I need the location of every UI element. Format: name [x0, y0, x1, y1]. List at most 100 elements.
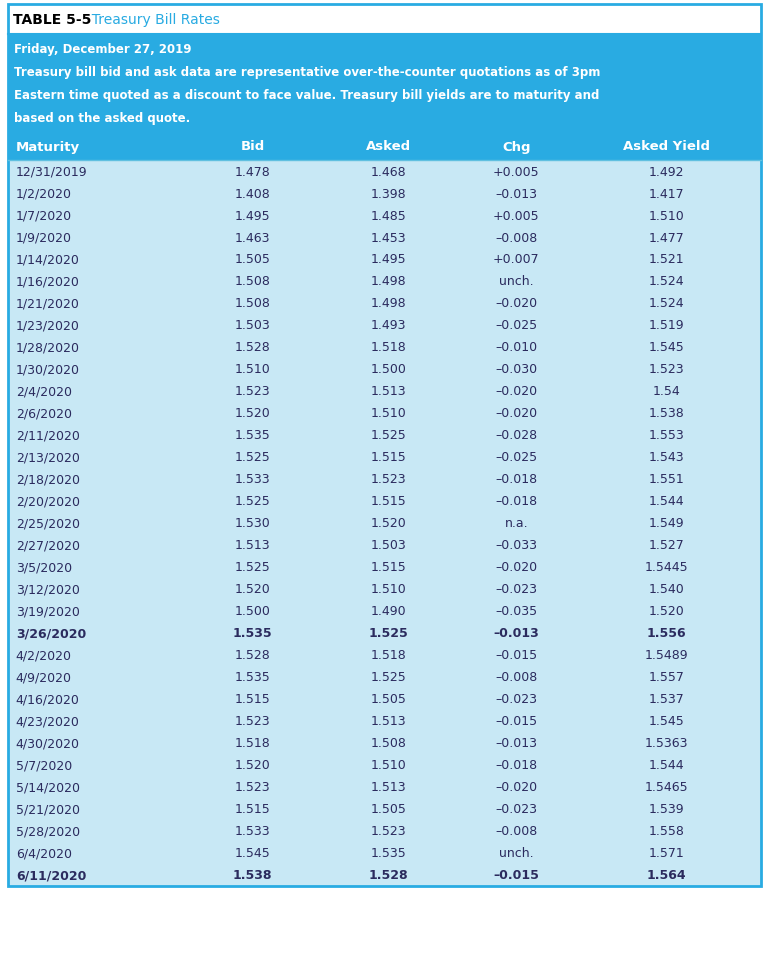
Text: –0.008: –0.008 [495, 825, 538, 837]
Bar [8, 402, 761, 424]
Text: 1.520: 1.520 [371, 517, 406, 530]
Text: 1.525: 1.525 [235, 561, 271, 574]
Text: 1.500: 1.500 [235, 605, 271, 618]
Text: 1.544: 1.544 [649, 759, 684, 771]
Text: 1.524: 1.524 [649, 297, 684, 310]
Text: 4/9/2020: 4/9/2020 [16, 671, 72, 684]
Text: –0.020: –0.020 [495, 561, 538, 574]
Text: 1.557: 1.557 [649, 671, 685, 684]
Text: –0.023: –0.023 [495, 583, 538, 596]
Text: 1.510: 1.510 [371, 759, 406, 771]
Bar [8, 644, 761, 667]
Bar [8, 359, 761, 381]
Bar [8, 336, 761, 359]
Bar [8, 798, 761, 820]
Text: 1.510: 1.510 [371, 407, 406, 421]
Text: 1.524: 1.524 [649, 275, 684, 288]
Text: 1.523: 1.523 [371, 825, 406, 837]
Text: 1/9/2020: 1/9/2020 [16, 232, 72, 244]
Text: 1.521: 1.521 [649, 253, 684, 266]
Text: –0.018: –0.018 [495, 473, 538, 486]
Text: –0.010: –0.010 [495, 341, 538, 354]
Text: –0.013: –0.013 [495, 736, 538, 750]
Bar [8, 204, 761, 227]
Text: 5/21/2020: 5/21/2020 [16, 802, 80, 816]
Text: 1.545: 1.545 [649, 715, 684, 728]
Text: 1.518: 1.518 [371, 341, 406, 354]
Text: 1.510: 1.510 [371, 583, 406, 596]
Text: 1/16/2020: 1/16/2020 [16, 275, 80, 288]
Text: 1.408: 1.408 [235, 187, 271, 201]
Text: 1/7/2020: 1/7/2020 [16, 209, 72, 222]
Text: 1.5363: 1.5363 [645, 736, 688, 750]
Text: 1.513: 1.513 [235, 539, 271, 552]
Text: 1.538: 1.538 [233, 868, 272, 882]
Text: 5/7/2020: 5/7/2020 [16, 759, 72, 771]
Text: 1.485: 1.485 [371, 209, 406, 222]
Text: 1.538: 1.538 [649, 407, 684, 421]
Text: 1.513: 1.513 [371, 385, 406, 398]
Bar [8, 601, 761, 622]
Text: 1.527: 1.527 [649, 539, 684, 552]
Text: 1.525: 1.525 [235, 451, 271, 464]
Text: +0.005: +0.005 [493, 166, 540, 178]
Text: 1.544: 1.544 [649, 495, 684, 508]
Bar [8, 556, 761, 578]
Text: 1.495: 1.495 [235, 209, 271, 222]
Text: 1.508: 1.508 [235, 297, 271, 310]
Text: –0.018: –0.018 [495, 759, 538, 771]
Bar [8, 5, 761, 35]
Text: +0.005: +0.005 [493, 209, 540, 222]
Text: +0.007: +0.007 [493, 253, 540, 266]
Text: 5/14/2020: 5/14/2020 [16, 781, 80, 794]
Text: 1.505: 1.505 [235, 253, 271, 266]
Text: 1.523: 1.523 [371, 473, 406, 486]
Bar [8, 842, 761, 864]
Text: 1.503: 1.503 [235, 319, 271, 332]
Text: 1.490: 1.490 [371, 605, 406, 618]
Text: 1.5465: 1.5465 [645, 781, 689, 794]
Text: 1.54: 1.54 [653, 385, 681, 398]
Text: unch.: unch. [499, 847, 534, 860]
Text: –0.025: –0.025 [495, 451, 538, 464]
Text: 1.5445: 1.5445 [645, 561, 689, 574]
Text: 1.551: 1.551 [649, 473, 684, 486]
Text: Chg: Chg [502, 141, 531, 153]
Text: 1.545: 1.545 [235, 847, 271, 860]
Text: 1.525: 1.525 [371, 429, 406, 442]
Text: unch.: unch. [499, 275, 534, 288]
Bar [8, 183, 761, 204]
Text: –0.008: –0.008 [495, 671, 538, 684]
Text: 4/16/2020: 4/16/2020 [16, 693, 80, 705]
Text: –0.035: –0.035 [495, 605, 538, 618]
Text: –0.020: –0.020 [495, 385, 538, 398]
Text: Asked: Asked [366, 141, 411, 153]
Bar [8, 622, 761, 644]
Text: 4/30/2020: 4/30/2020 [16, 736, 80, 750]
Text: TABLE 5-5: TABLE 5-5 [13, 13, 92, 27]
Text: 1.515: 1.515 [371, 495, 406, 508]
Text: 3/5/2020: 3/5/2020 [16, 561, 72, 574]
Bar [8, 776, 761, 798]
Text: Treasury bill bid and ask data are representative over-the-counter quotations as: Treasury bill bid and ask data are repre… [14, 66, 601, 79]
Text: 2/11/2020: 2/11/2020 [16, 429, 80, 442]
Text: 1.513: 1.513 [371, 715, 406, 728]
Text: 1.525: 1.525 [235, 495, 271, 508]
Text: 1.540: 1.540 [649, 583, 684, 596]
Text: 1.519: 1.519 [649, 319, 684, 332]
Text: 1.525: 1.525 [371, 671, 406, 684]
Text: 1.571: 1.571 [649, 847, 684, 860]
Bar [8, 667, 761, 688]
Text: 1.528: 1.528 [235, 341, 271, 354]
Bar [8, 35, 761, 133]
Text: 1.498: 1.498 [371, 275, 406, 288]
Text: 2/20/2020: 2/20/2020 [16, 495, 80, 508]
Text: 1.528: 1.528 [235, 649, 271, 662]
Text: 1.520: 1.520 [649, 605, 684, 618]
Text: 1.535: 1.535 [371, 847, 406, 860]
Text: 1.523: 1.523 [235, 385, 271, 398]
Text: 1/14/2020: 1/14/2020 [16, 253, 80, 266]
Text: 2/6/2020: 2/6/2020 [16, 407, 72, 421]
Text: Treasury Bill Rates: Treasury Bill Rates [83, 13, 220, 27]
Text: 1.477: 1.477 [649, 232, 684, 244]
